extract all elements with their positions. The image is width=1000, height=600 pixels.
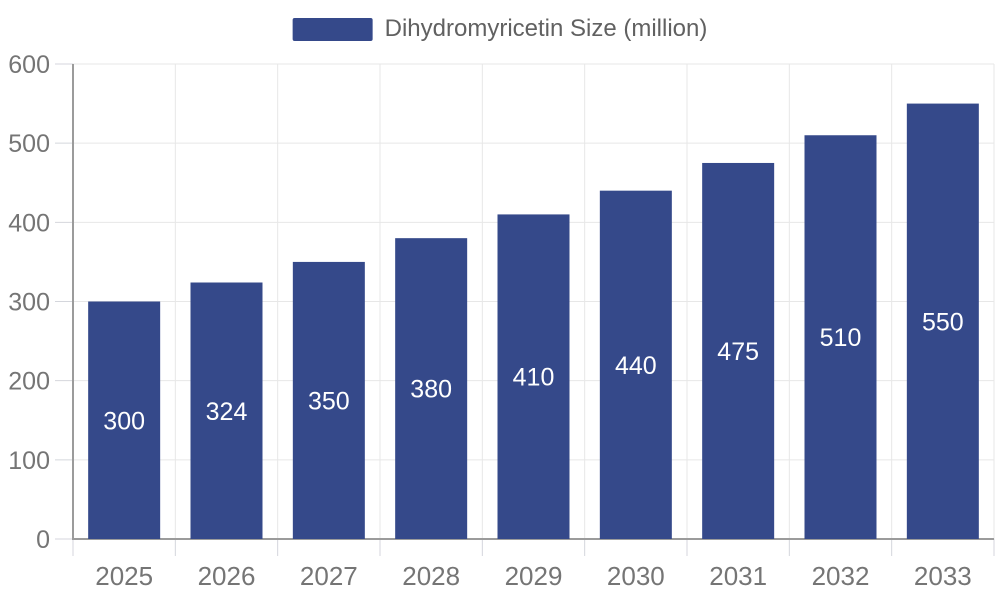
bar-2030[interactable]: [599, 190, 672, 539]
bar-value-label: 324: [206, 398, 248, 426]
bar-value-label: 410: [513, 364, 555, 392]
y-axis-tick-label: 100: [8, 447, 50, 475]
legend-swatch: [292, 17, 373, 41]
bar-2025[interactable]: [88, 301, 161, 540]
bar-value-label: 380: [410, 376, 452, 404]
bar-value-label: 475: [717, 338, 759, 366]
bar-value-label: 510: [820, 324, 862, 352]
bar-2031[interactable]: [702, 162, 775, 540]
y-axis-tick-label: 0: [36, 526, 50, 554]
bar-value-label: 440: [615, 352, 657, 380]
bar-2026[interactable]: [190, 282, 263, 540]
bar-value-label: 300: [103, 407, 145, 435]
y-axis-tick-label: 200: [8, 368, 50, 396]
legend-label: Dihydromyricetin Size (million): [384, 15, 708, 42]
bar-2028[interactable]: [395, 238, 468, 539]
y-axis-tick-label: 500: [8, 130, 50, 158]
bar-2033[interactable]: [906, 103, 979, 539]
x-axis-tick-label: 2033: [914, 561, 972, 591]
bar-value-label: 550: [922, 308, 964, 336]
x-axis-tick-label: 2031: [709, 561, 767, 591]
bar-value-label: 350: [308, 387, 350, 415]
x-axis-tick-label: 2026: [198, 561, 256, 591]
x-axis-tick-label: 2025: [95, 561, 153, 591]
x-axis-tick-label: 2030: [607, 561, 665, 591]
legend-item[interactable]: Dihydromyricetin Size (million): [292, 15, 708, 42]
y-axis-tick-label: 600: [8, 51, 50, 79]
y-axis-tick-label: 300: [8, 289, 50, 317]
x-axis-tick-label: 2029: [505, 561, 563, 591]
bar-2029[interactable]: [497, 214, 570, 539]
x-axis-tick-label: 2028: [402, 561, 460, 591]
bar-2027[interactable]: [292, 261, 365, 539]
x-axis-tick-label: 2032: [812, 561, 870, 591]
x-axis-tick-label: 2027: [300, 561, 358, 591]
bar-2032[interactable]: [804, 135, 877, 539]
y-axis-tick-label: 400: [8, 209, 50, 237]
